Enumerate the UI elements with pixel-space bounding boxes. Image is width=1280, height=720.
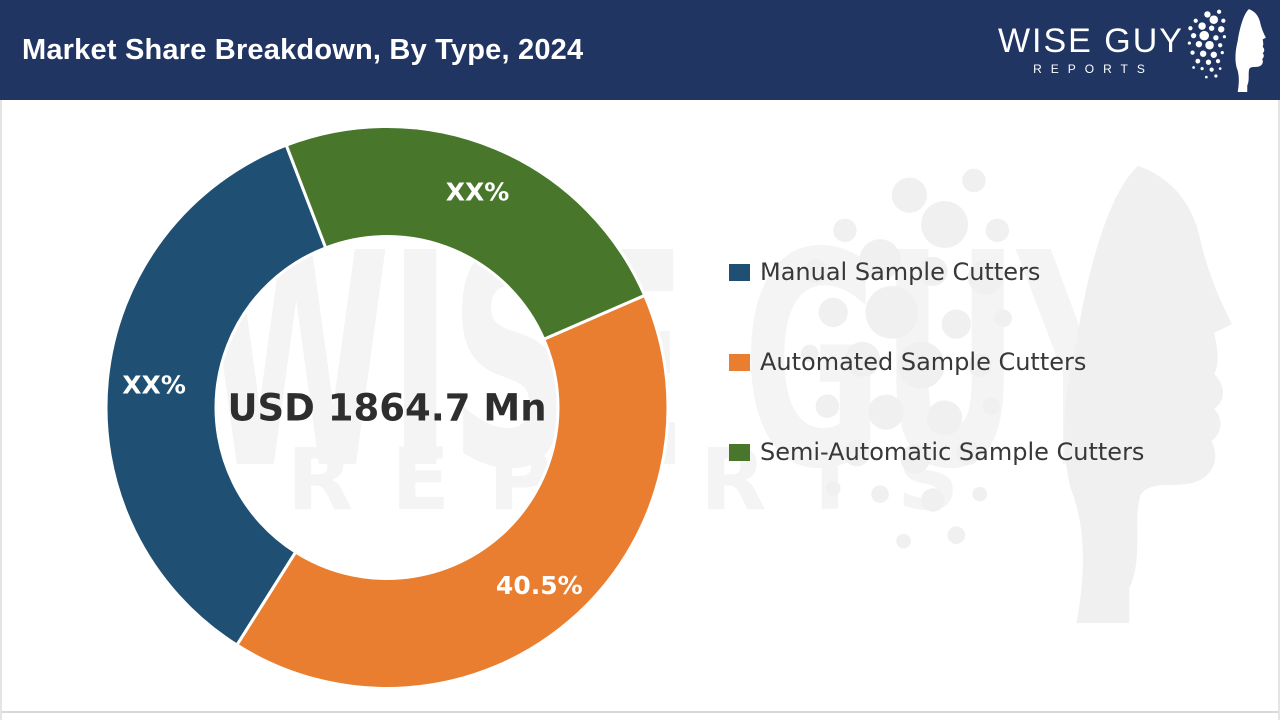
logo-wordmark: WISE GUY (997, 22, 1184, 60)
face-profile-icon (1187, 8, 1266, 92)
legend-swatch-automated (729, 354, 750, 371)
donut-chart: XX% 40.5% XX% USD 1864.7 Mn (104, 125, 670, 690)
chart-area: WISE GUY REPORTS XX%40.5%XX%USD 1864.7 M… (0, 100, 1280, 720)
header-bar: Market Share Breakdown, By Type, 2024 WI… (0, 0, 1280, 100)
pie-segment-label-1: 40.5% (496, 571, 583, 600)
pie-segment-1 (235, 293, 670, 690)
legend-item: Semi-Automatic Sample Cutters (729, 439, 1144, 466)
legend-label: Manual Sample Cutters (760, 258, 1041, 286)
chart-title: Market Share Breakdown, By Type, 2024 (22, 33, 584, 66)
legend-label: Automated Sample Cutters (760, 348, 1087, 376)
logo-subtitle: REPORTS (1033, 62, 1154, 76)
legend: Manual Sample Cutters Automated Sample C… (729, 259, 1144, 466)
legend-item: Manual Sample Cutters (729, 259, 1144, 286)
legend-label: Semi-Automatic Sample Cutters (760, 438, 1145, 466)
logo-text: WISE GUY REPORTS (998, 24, 1184, 76)
pie-segment-label-2: XX% (446, 178, 510, 207)
pie-segment-2 (284, 125, 647, 341)
legend-swatch-semi-automatic (729, 444, 750, 461)
legend-swatch-manual (729, 264, 750, 281)
bottom-border (2, 711, 1278, 713)
legend-item: Automated Sample Cutters (729, 349, 1144, 376)
pie-segment-0 (104, 143, 328, 647)
pie-segment-label-0: XX% (122, 371, 186, 400)
donut-center-value: USD 1864.7 Mn (227, 387, 546, 430)
wise-guy-reports-logo: WISE GUY REPORTS (998, 8, 1266, 93)
